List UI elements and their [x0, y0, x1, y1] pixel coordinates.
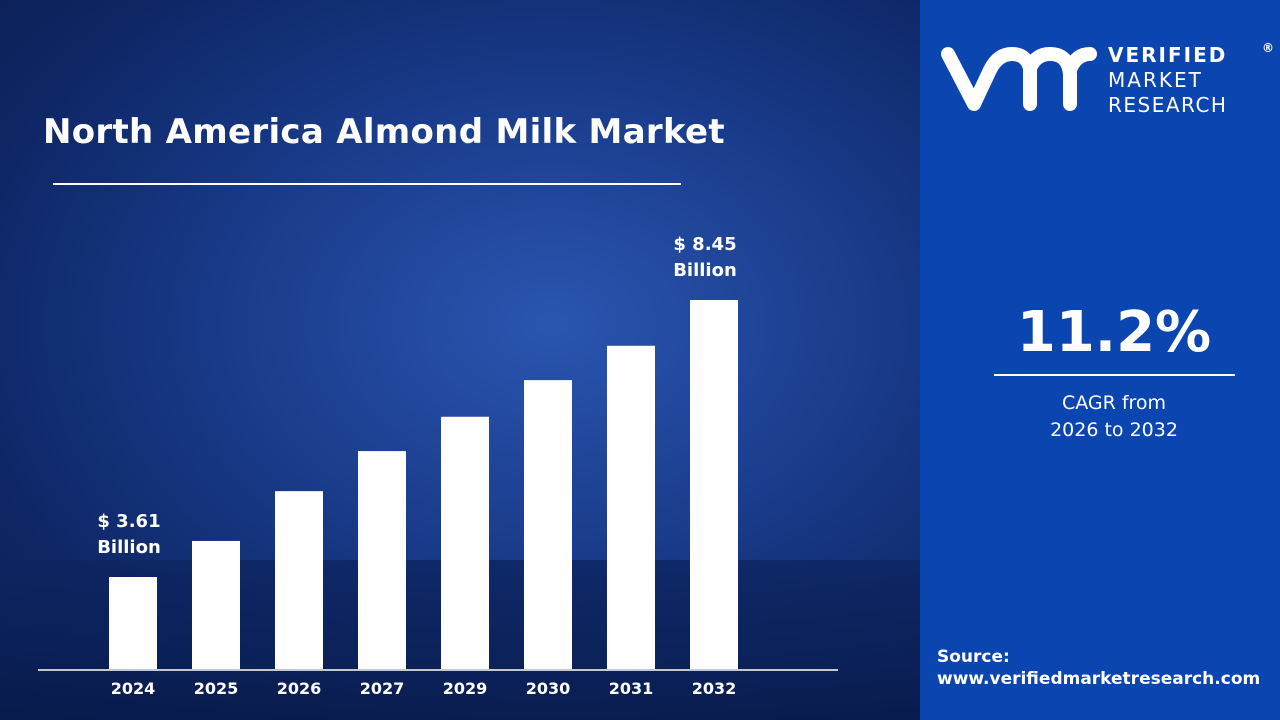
x-tick-label: 2027	[360, 679, 405, 698]
brand-line3: RESEARCH	[1108, 93, 1227, 117]
bar-2031	[607, 345, 655, 669]
chart-title: North America Almond Milk Market	[43, 112, 725, 152]
bar-2032	[690, 300, 738, 669]
bar-2030	[524, 380, 572, 669]
x-tick-label: 2031	[609, 679, 654, 698]
side-panel	[920, 0, 1280, 720]
data-label-2032: Billion	[673, 260, 737, 281]
x-tick-label: 2032	[692, 679, 737, 698]
registered-mark: ®	[1262, 41, 1274, 55]
cagr-label-line1: CAGR from	[1061, 392, 1167, 414]
cagr-divider	[994, 374, 1235, 376]
source-url[interactable]: www.verifiedmarketresearch.com	[937, 669, 1261, 689]
data-label-2024: Billion	[97, 537, 161, 558]
data-label-2032: $ 8.45	[673, 234, 736, 255]
x-tick-label: 2029	[443, 679, 488, 698]
data-label-2024: $ 3.61	[97, 511, 160, 532]
bar-2025	[192, 540, 240, 669]
x-tick-label: 2030	[526, 679, 571, 698]
x-tick-label: 2024	[111, 679, 156, 698]
brand-line1: VERIFIED	[1108, 43, 1227, 67]
brand-logo: VERIFIED MARKET RESEARCH ®	[940, 38, 1280, 126]
bar-2026	[275, 491, 323, 669]
bar-2029	[441, 416, 489, 669]
bar-2024	[109, 577, 157, 669]
bar-2027	[358, 451, 406, 669]
cagr-label: CAGR from 2026 to 2032	[994, 390, 1234, 444]
vmr-logo-icon: VERIFIED MARKET RESEARCH ®	[941, 41, 1274, 117]
cagr-label-line2: 2026 to 2032	[1050, 419, 1178, 441]
bar-chart: 2024 2025 2026 2027 2029 2030 2031 2032 $ 3.61 B…	[0, 0, 920, 720]
x-tick-label: 2026	[277, 679, 322, 698]
brand-line2: MARKET	[1108, 68, 1203, 92]
cagr-value: 11.2%	[1016, 300, 1212, 365]
source: Source: www.verifiedmarketresearch.com	[937, 646, 1260, 690]
title-divider	[53, 183, 681, 185]
x-tick-label: 2025	[194, 679, 239, 698]
source-label: Source:	[937, 647, 1010, 667]
